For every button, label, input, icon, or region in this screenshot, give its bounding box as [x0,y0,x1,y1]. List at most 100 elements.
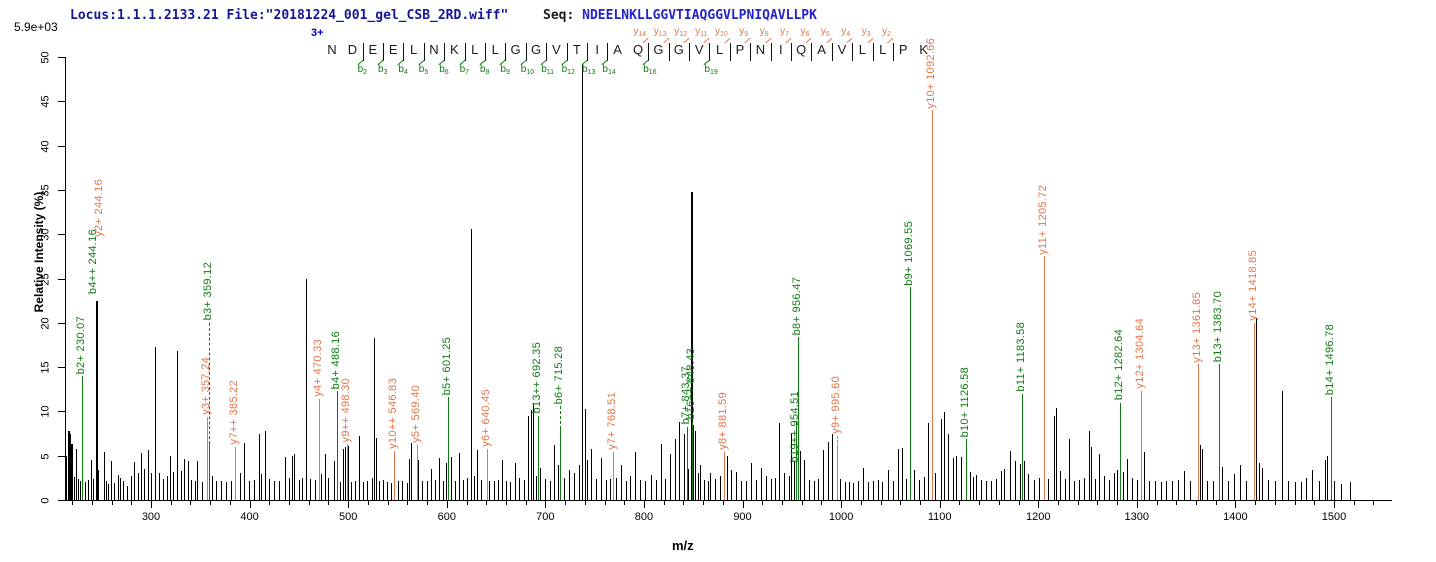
residue: L [491,42,499,57]
peak [1034,479,1036,500]
peak [799,451,801,500]
residue: D [347,42,358,57]
peak [872,481,874,500]
peak [320,474,322,500]
peak [216,480,218,500]
peak [1327,455,1329,500]
peak [355,481,357,500]
b-ion-peak-label: b12+ 1282.64 [1112,329,1125,401]
peak [1201,448,1203,500]
peak [340,482,342,500]
peak [1078,479,1080,500]
residue: N [429,42,439,57]
peak [981,479,983,500]
peak [298,479,300,500]
peak [274,481,276,500]
y-ion-peak [394,451,396,500]
precursor-charge-label: 3+ [311,27,324,39]
peak [1059,470,1061,500]
peak [1206,480,1208,500]
y-tick-label: 20 [39,317,52,330]
peak [1306,477,1308,500]
ion-label-connector-dashed [560,406,562,430]
b-ion-peak [336,391,338,500]
peak [1267,479,1269,500]
peak [113,483,115,500]
residue: Q [796,42,807,57]
peak [545,478,547,500]
x-minor-tick [781,501,783,505]
y-ion-marker: y8 [759,26,769,38]
peak [1300,482,1302,500]
cleavage-separator [485,43,486,61]
x-minor-tick [289,501,290,505]
peak [1172,481,1174,500]
peak [616,477,618,500]
peak [564,477,566,500]
y-ion-peak [235,446,236,500]
peak [92,478,94,500]
peak [261,474,263,500]
peak [970,471,972,500]
x-minor-tick [427,501,428,505]
y-ion-peak-label: y3+ 357.24 [200,356,213,415]
residue: N [327,42,337,57]
x-major-tick [1038,501,1040,508]
peak [117,475,119,500]
peak [1068,438,1070,500]
peak [1024,461,1026,500]
cleavage-separator [893,43,894,61]
y-ion-marker: y10 [715,26,728,38]
peak [581,64,583,500]
peak [600,457,602,500]
peak [540,468,542,500]
y-ion-peak [1254,322,1255,500]
peak [1099,453,1101,500]
peak [90,460,92,500]
peak [69,434,72,500]
peak [664,478,666,500]
x-tick-label: 600 [437,511,456,523]
y-ion-marker: y9 [739,26,749,38]
x-major-tick [1334,501,1335,508]
peak [144,469,146,500]
y-ion-marker: y3 [861,26,871,38]
b-ion-peak [82,376,84,500]
peak [386,482,388,500]
cleavage-separator [770,43,772,61]
b-ion-peak [686,426,688,500]
peak [409,459,411,500]
peak [823,449,825,500]
peak [605,479,607,500]
peak [976,475,978,500]
y-ion-peak-label: y13+ 1361.85 [1190,291,1203,363]
y-tick [58,500,65,501]
peak [573,473,575,500]
peak [986,480,987,500]
peak [1178,479,1180,500]
peak [783,473,785,500]
x-minor-tick [1196,501,1197,505]
peak [131,476,133,500]
peak [1104,476,1106,500]
peak [714,478,716,500]
x-minor-tick [801,501,803,505]
peak [375,438,377,500]
x-minor-tick [1314,501,1316,505]
peak [176,351,178,500]
residue: I [778,42,783,57]
y-ion-peak [486,448,488,500]
peak [1259,462,1261,500]
x-major-tick [643,501,645,508]
peak [660,444,662,500]
y-ion-marker: y6 [800,26,810,38]
peak [411,443,413,500]
y-ion-peak-label: y14+ 1418.85 [1247,250,1259,321]
y-tick [58,101,65,103]
peak [239,473,241,500]
x-minor-tick [998,501,1000,505]
x-minor-tick [1058,501,1059,505]
x-minor-tick [880,501,882,505]
b-ion-peak [965,438,967,500]
